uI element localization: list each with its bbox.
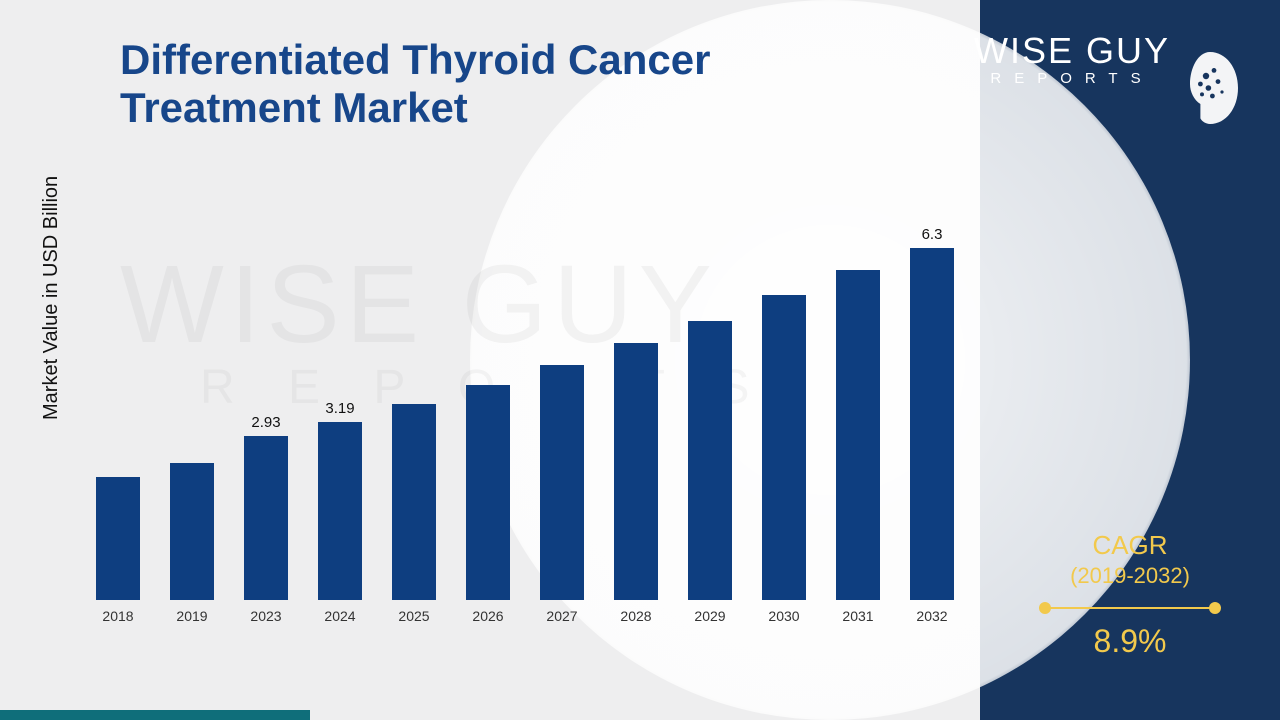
bar-rect	[762, 295, 806, 600]
bar-2028: 2028	[608, 321, 664, 600]
bar-2030: 2030	[756, 273, 812, 600]
bar-2019: 2019	[164, 441, 220, 600]
bar-rect	[318, 422, 362, 600]
bar-2031: 2031	[830, 248, 886, 600]
bar-rect	[96, 477, 140, 600]
bar-2024: 3.192024	[312, 400, 368, 600]
bar-chart: 2018 2019 2.932023 3.192024 2025 2026 2027 2028…	[90, 190, 960, 620]
x-tick-label: 2019	[176, 608, 207, 624]
bar-rect	[244, 436, 288, 600]
x-tick-label: 2032	[916, 608, 947, 624]
x-tick-label: 2025	[398, 608, 429, 624]
x-tick-label: 2031	[842, 608, 873, 624]
bar-2025: 2025	[386, 382, 442, 600]
bar-rect	[392, 404, 436, 600]
bar-rect	[540, 365, 584, 600]
bar-2026: 2026	[460, 363, 516, 600]
cagr-value: 8.9%	[1020, 623, 1240, 660]
x-tick-label: 2018	[102, 608, 133, 624]
cagr-label: CAGR	[1020, 530, 1240, 561]
brand-logo: WISE GUY REPORTS	[974, 30, 1250, 87]
page-root: WISE GUY R E P O R T S Differentiated Th…	[0, 0, 1280, 720]
logo-sub-text: REPORTS	[974, 70, 1170, 87]
y-axis-label: Market Value in USD Billion	[40, 176, 63, 420]
x-tick-label: 2026	[472, 608, 503, 624]
bar-rect	[466, 385, 510, 600]
x-tick-label: 2029	[694, 608, 725, 624]
title-line-1: Differentiated Thyroid Cancer	[120, 36, 710, 84]
bar-rect	[170, 463, 214, 600]
cagr-panel: CAGR (2019-2032) 8.9%	[1020, 530, 1240, 660]
bar-2029: 2029	[682, 299, 738, 600]
x-tick-label: 2027	[546, 608, 577, 624]
bar-2018: 2018	[90, 455, 146, 600]
bar-2023: 2.932023	[238, 414, 294, 600]
bottom-accent-bar	[0, 710, 310, 720]
bar-value-label: 2.93	[251, 414, 280, 432]
x-tick-label: 2028	[620, 608, 651, 624]
x-tick-label: 2023	[250, 608, 281, 624]
bar-rect	[688, 321, 732, 600]
logo-main-text: WISE GUY	[974, 30, 1170, 72]
bar-rect	[614, 343, 658, 600]
bars-container: 2018 2019 2.932023 3.192024 2025 2026 2027 2028…	[90, 190, 960, 600]
x-tick-label: 2024	[324, 608, 355, 624]
bar-value-label: 6.3	[922, 226, 943, 244]
bar-value-label: 3.19	[325, 400, 354, 418]
cagr-period: (2019-2032)	[1020, 563, 1240, 589]
chart-title: Differentiated Thyroid Cancer Treatment …	[120, 36, 710, 133]
bar-rect	[836, 270, 880, 600]
title-line-2: Treatment Market	[120, 84, 710, 132]
bar-rect	[910, 248, 954, 600]
x-tick-label: 2030	[768, 608, 799, 624]
bar-2032: 6.32032	[904, 226, 960, 600]
bar-2027: 2027	[534, 343, 590, 600]
cagr-divider	[1045, 607, 1215, 609]
head-profile-icon	[1162, 48, 1242, 128]
